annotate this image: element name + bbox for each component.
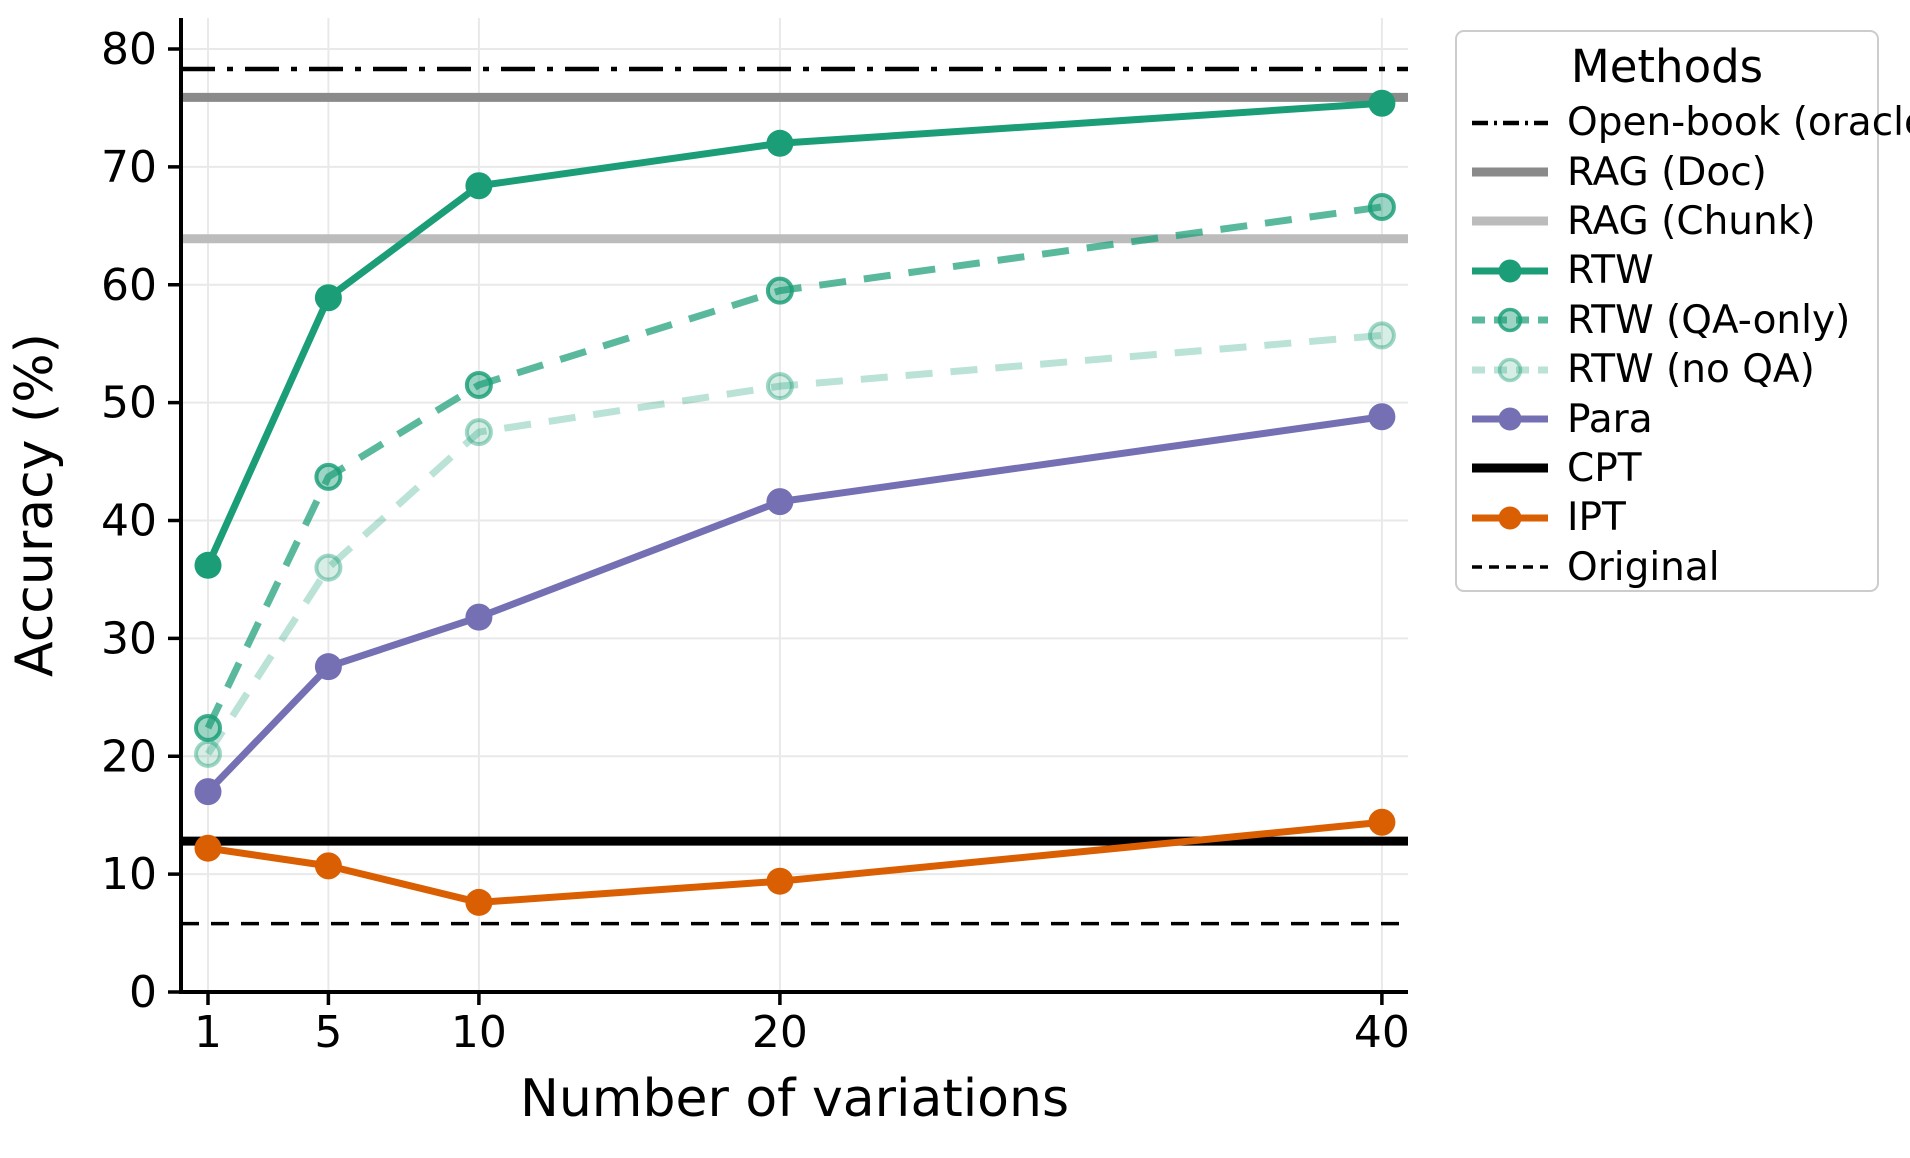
- legend-title: Methods: [1570, 40, 1764, 93]
- marker-rtw: [1368, 89, 1396, 117]
- marker-rtw-no-qa: [194, 739, 222, 768]
- legend-line-sample-rtw-qa-only: [1472, 308, 1548, 333]
- legend-item-label: RTW (QA-only): [1567, 297, 1851, 343]
- marker-rtw-qa-only: [1367, 192, 1396, 221]
- x-tick-label: 20: [752, 1007, 808, 1058]
- y-tick-label: 70: [101, 142, 157, 193]
- marker-rtw-no-qa: [1367, 321, 1396, 350]
- legend-item-label: Open-book (oracle): [1567, 100, 1910, 146]
- x-axis-label: Number of variations: [520, 1069, 1069, 1129]
- marker-ipt: [314, 852, 342, 880]
- legend-items: Open-book (oracle) RAG (Doc) RAG (Chunk) RT…: [1457, 98, 1910, 592]
- marker-ipt: [194, 834, 222, 862]
- legend-item-label: RAG (Doc): [1567, 149, 1767, 195]
- y-tick-label: 40: [101, 496, 157, 547]
- marker-para: [766, 488, 794, 516]
- legend-line-sample-ipt: [1472, 506, 1548, 530]
- legend-sample-marker: [1498, 407, 1522, 431]
- legend-item-rtw: RTW: [1457, 246, 1877, 295]
- legend-sample-marker: [1497, 357, 1523, 382]
- y-axis-label: Accuracy (%): [5, 333, 65, 677]
- legend-line-sample-cpt: [1472, 463, 1548, 473]
- legend-item-label: IPT: [1567, 495, 1626, 541]
- series-line-rtw: [204, 99, 1386, 569]
- legend-sample-marker: [1498, 259, 1522, 283]
- y-tick-label: 20: [101, 731, 157, 782]
- legend-item-rtw-no-qa: RTW (no QA): [1457, 345, 1877, 394]
- legend-line-sample-rtw-no-qa: [1472, 357, 1548, 382]
- x-tick-label: 10: [451, 1007, 507, 1058]
- marker-rtw: [465, 172, 493, 200]
- legend-line-sample-rag-chunk: [1472, 216, 1548, 226]
- legend-item-rag-doc: RAG (Doc): [1457, 147, 1877, 196]
- y-tick-label: 30: [101, 613, 157, 664]
- legend-line-sample-rag-doc: [1472, 167, 1548, 177]
- legend-line-sample-original: [1472, 565, 1548, 569]
- legend-line-sample-open-book-oracle: [1472, 120, 1548, 125]
- legend-item-label: Para: [1567, 396, 1653, 442]
- legend-item-label: RAG (Chunk): [1567, 198, 1816, 244]
- marker-rtw: [194, 551, 222, 579]
- legend-item-open-book-oracle: Open-book (oracle): [1457, 98, 1910, 147]
- marker-rtw-no-qa: [464, 418, 493, 447]
- marker-rtw: [766, 129, 794, 157]
- x-tick-label: 1: [194, 1007, 222, 1058]
- marker-rtw-qa-only: [314, 462, 343, 491]
- legend-line-sample-rtw: [1472, 259, 1548, 283]
- marker-para: [465, 603, 493, 631]
- marker-rtw-no-qa: [314, 553, 343, 582]
- series-line-ipt: [204, 818, 1386, 906]
- legend-item-ipt: IPT: [1457, 493, 1877, 542]
- marker-rtw-qa-only: [194, 713, 222, 742]
- series-line-para: [204, 413, 1386, 796]
- y-tick-label: 60: [101, 260, 157, 311]
- legend: Methods Open-book (oracle) RAG (Doc) RAG (…: [1455, 30, 1910, 592]
- legend-item-cpt: CPT: [1457, 444, 1877, 493]
- marker-ipt: [465, 888, 493, 916]
- x-tick-label: 40: [1354, 1007, 1410, 1058]
- series-line-rtw-qa-only: [204, 203, 1383, 730]
- legend-item-rtw-qa-only: RTW (QA-only): [1457, 296, 1877, 345]
- y-tick-label: 0: [129, 967, 157, 1018]
- y-tick-label: 50: [101, 378, 157, 429]
- marker-para: [194, 778, 222, 806]
- marker-ipt: [766, 867, 794, 895]
- marker-rtw: [314, 284, 342, 312]
- legend-item-rag-chunk: RAG (Chunk): [1457, 197, 1877, 246]
- legend-item-label: Original: [1567, 544, 1720, 590]
- marker-para: [1368, 403, 1396, 431]
- marker-rtw-no-qa: [765, 372, 794, 401]
- marker-rtw-qa-only: [464, 370, 493, 399]
- legend-sample-marker: [1497, 308, 1523, 333]
- legend-line-sample-para: [1472, 407, 1548, 431]
- series-line-rtw-no-qa: [205, 331, 1383, 756]
- x-tick-label: 5: [314, 1007, 342, 1058]
- legend-item-original: Original: [1457, 543, 1877, 592]
- marker-ipt: [1368, 808, 1396, 836]
- legend-item-para: Para: [1457, 394, 1877, 443]
- legend-item-label: CPT: [1567, 445, 1642, 491]
- legend-item-label: RTW: [1567, 248, 1654, 294]
- marker-para: [314, 653, 342, 681]
- y-tick-label: 10: [101, 849, 157, 900]
- y-tick-label: 80: [101, 24, 157, 75]
- marker-rtw-qa-only: [765, 276, 794, 305]
- legend-item-label: RTW (no QA): [1567, 347, 1815, 393]
- legend-sample-marker: [1498, 506, 1522, 530]
